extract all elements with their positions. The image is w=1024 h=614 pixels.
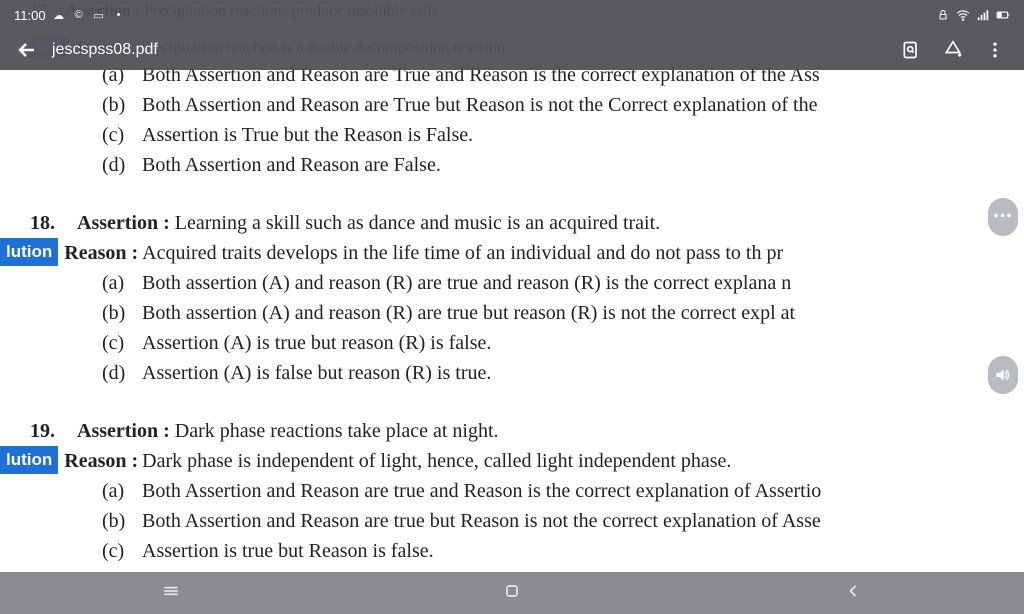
q18-opt-a: Both assertion (A) and reason (R) are tr… <box>142 268 1014 298</box>
filename: jescspss08.pdf <box>44 41 900 59</box>
image-icon: ▭ <box>92 8 106 22</box>
cloud-icon: ☁ <box>52 8 66 22</box>
lution-badge: lution <box>0 446 58 474</box>
document-body: (a) Both Assertion and Reason are True a… <box>0 0 1024 614</box>
copyright-icon: © <box>72 8 86 22</box>
opt-letter: (a) <box>102 268 142 298</box>
dot-icon: • <box>112 8 126 22</box>
status-bar: 11:00 ☁ © ▭ • <box>0 0 1024 30</box>
signal-icon <box>976 8 990 22</box>
q19-opt-a-row: (a) Both Assertion and Reason are true a… <box>30 476 1014 506</box>
reason-label: Reason : <box>64 238 138 268</box>
q18-reason: Acquired traits develops in the life tim… <box>142 238 783 268</box>
q17-opt-d: Both Assertion and Reason are False. <box>142 150 1014 180</box>
q17-opt-c: Assertion is True but the Reason is Fals… <box>142 120 1014 150</box>
q19-opt-c-row: (c) Assertion is true but Reason is fals… <box>30 536 1014 566</box>
more-dots-icon: ••• <box>993 208 1013 226</box>
more-menu-icon[interactable] <box>984 39 1006 61</box>
assertion-label: Assertion : <box>77 420 170 442</box>
reason-label: Reason : <box>64 446 138 476</box>
q17-opt-c-row: (c) Assertion is True but the Reason is … <box>30 120 1014 150</box>
battery-icon <box>996 8 1010 22</box>
q18-opt-c: Assertion (A) is true but reason (R) is … <box>142 328 1014 358</box>
q18-opt-c-row: (c) Assertion (A) is true but reason (R)… <box>30 328 1014 358</box>
drive-add-icon[interactable] <box>942 39 964 61</box>
q17-opt-d-row: (d) Both Assertion and Reason are False. <box>30 150 1014 180</box>
q18-opt-b: Both assertion (A) and reason (R) are tr… <box>142 298 1014 328</box>
q19-reason: Dark phase is independent of light, henc… <box>142 446 731 476</box>
q18-block: 18. Assertion : Learning a skill such as… <box>30 208 1014 388</box>
status-left: 11:00 ☁ © ▭ • <box>14 8 126 23</box>
q19-num: 19. <box>30 416 72 446</box>
assertion-label: Assertion : <box>77 212 170 234</box>
nav-back[interactable] <box>843 581 863 606</box>
nav-home[interactable] <box>502 581 522 606</box>
q18-opt-d: Assertion (A) is false but reason (R) is… <box>142 358 1014 388</box>
status-time: 11:00 <box>14 8 46 23</box>
lock-icon <box>936 8 950 22</box>
opt-letter: (c) <box>102 536 142 566</box>
q18-opt-b-row: (b) Both assertion (A) and reason (R) ar… <box>30 298 1014 328</box>
opt-letter: (c) <box>102 120 142 150</box>
nav-recent[interactable] <box>161 581 181 606</box>
opt-letter: (b) <box>102 506 142 536</box>
q19-opt-b: Both Assertion and Reason are true but R… <box>142 506 1014 536</box>
opt-letter: (a) <box>102 476 142 506</box>
q19-assertion-line: 19. Assertion : Dark phase reactions tak… <box>30 416 1014 446</box>
lution-badge: lution <box>0 238 58 266</box>
q19-reason-line: lution Reason : Dark phase is independen… <box>30 446 1014 476</box>
q19-opt-c: Assertion is true but Reason is false. <box>142 536 1014 566</box>
opt-letter: (c) <box>102 328 142 358</box>
opt-letter: (b) <box>102 298 142 328</box>
system-nav-bar <box>0 572 1024 614</box>
q18-assertion-line: 18. Assertion : Learning a skill such as… <box>30 208 1014 238</box>
q18-opt-d-row: (d) Assertion (A) is false but reason (R… <box>30 358 1014 388</box>
q19-opt-b-row: (b) Both Assertion and Reason are true b… <box>30 506 1014 536</box>
q17-opt-b-row: (b) Both Assertion and Reason are True b… <box>30 90 1014 120</box>
opt-letter: (d) <box>102 358 142 388</box>
app-bar-actions <box>900 39 1014 61</box>
q19-opt-a: Both Assertion and Reason are true and R… <box>142 476 1014 506</box>
status-right <box>936 8 1010 22</box>
search-in-page-icon[interactable] <box>900 39 922 61</box>
opt-letter: (d) <box>102 150 142 180</box>
q18-opt-a-row: (a) Both assertion (A) and reason (R) ar… <box>30 268 1014 298</box>
scroll-pill-audio[interactable] <box>988 356 1018 394</box>
q19-assertion: Dark phase reactions take place at night… <box>175 420 499 442</box>
scroll-pill-more[interactable]: ••• <box>988 198 1018 236</box>
wifi-icon <box>956 8 970 22</box>
opt-letter: (b) <box>102 90 142 120</box>
app-bar: jescspss08.pdf <box>0 30 1024 70</box>
q17-opt-b: Both Assertion and Reason are True but R… <box>142 90 1014 120</box>
q18-reason-line: lution Reason : Acquired traits develops… <box>30 238 1014 268</box>
q18-num: 18. <box>30 208 72 238</box>
speaker-icon <box>995 367 1011 383</box>
q19-block: 19. Assertion : Dark phase reactions tak… <box>30 416 1014 566</box>
q18-assertion: Learning a skill such as dance and music… <box>175 212 660 234</box>
back-button[interactable] <box>10 38 44 62</box>
